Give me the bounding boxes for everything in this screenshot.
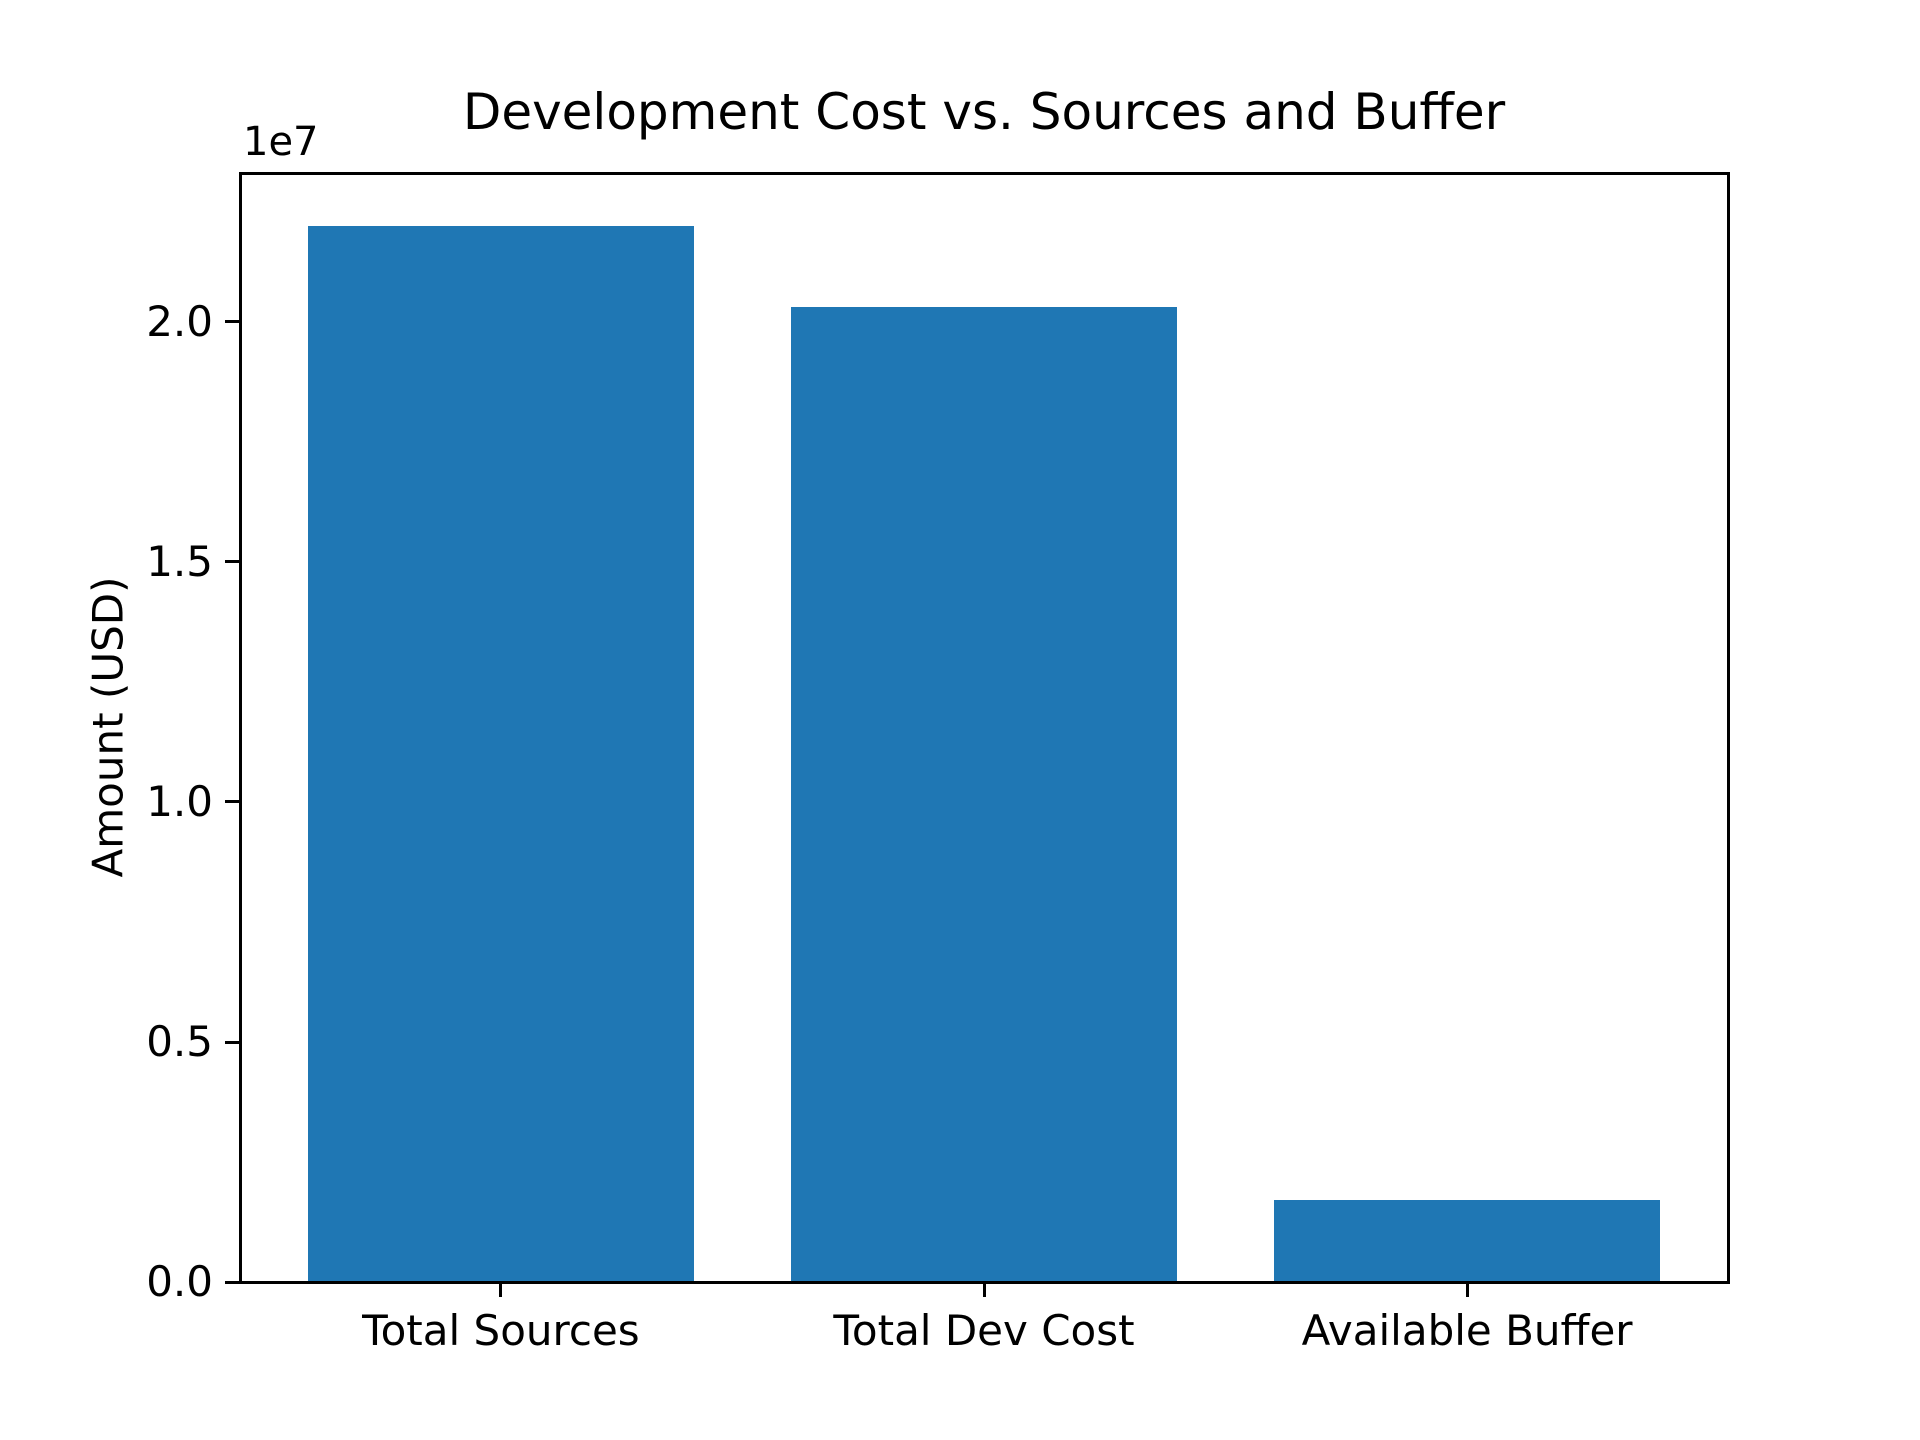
bar-total-dev-cost	[790, 307, 1178, 1282]
y-tick-label: 1.0	[146, 776, 213, 826]
y-tick-mark	[225, 320, 240, 324]
y-tick-label: 1.5	[146, 536, 213, 586]
y-tick-label: 2.0	[146, 296, 213, 346]
x-tick-mark	[499, 1282, 503, 1297]
x-tick-label-total-dev-cost: Total Dev Cost	[833, 1306, 1135, 1355]
x-tick-mark	[1465, 1282, 1469, 1297]
y-axis-offset-text: 1e7	[243, 119, 319, 165]
y-tick-mark	[225, 560, 240, 564]
x-tick-label-available-buffer: Available Buffer	[1301, 1306, 1633, 1355]
y-tick-label: 0.5	[146, 1017, 213, 1066]
y-tick-label: 0.0	[146, 1257, 213, 1306]
bar-available-buffer	[1273, 1200, 1661, 1282]
bar-total-sources	[307, 225, 695, 1282]
y-axis-label: Amount (USD)	[83, 576, 133, 878]
chart-title: Development Cost vs. Sources and Buffer	[462, 83, 1506, 141]
y-tick-mark	[225, 800, 240, 804]
y-tick-mark	[225, 1040, 240, 1044]
x-tick-mark	[982, 1282, 986, 1297]
y-tick-mark	[225, 1280, 240, 1284]
x-tick-label-total-sources: Total Sources	[362, 1306, 640, 1355]
